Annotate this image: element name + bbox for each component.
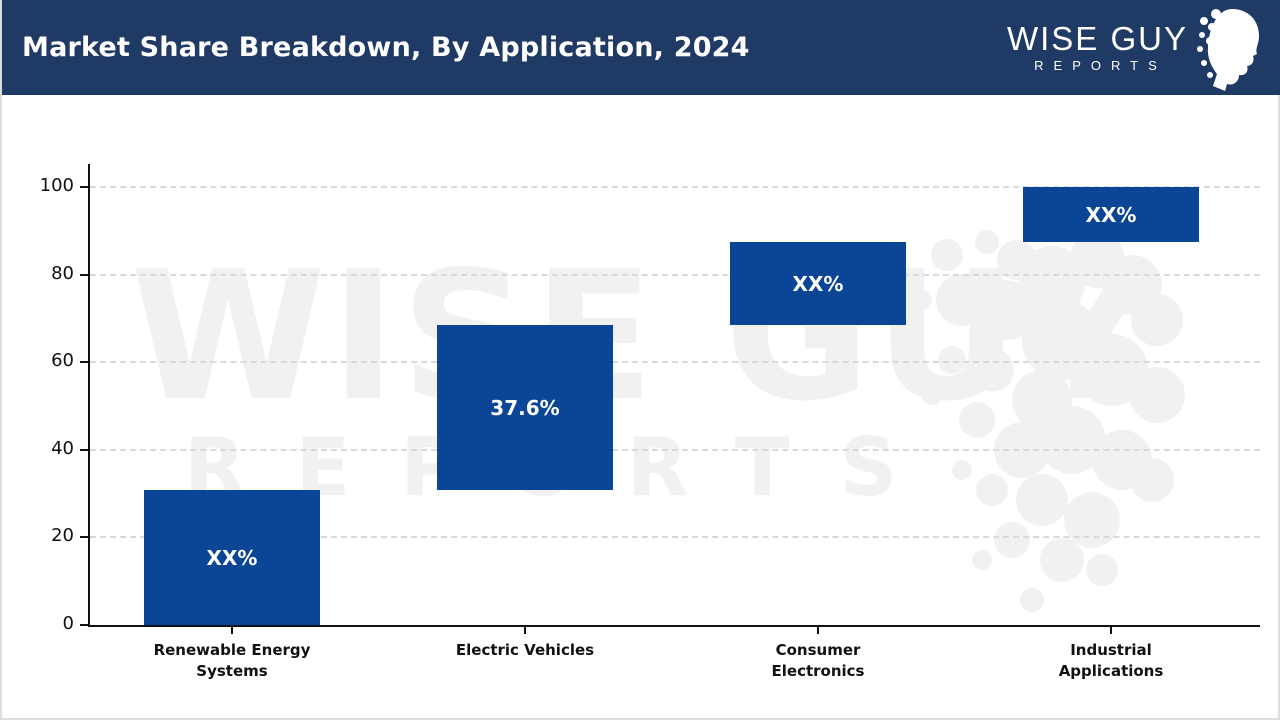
y-axis-line [88,164,90,627]
y-tick-label-60: 60 [51,350,74,372]
bar-value-label-2: 37.6% [490,395,560,420]
brand-head-icon [1197,8,1259,91]
chart-title: Market Share Breakdown, By Application, … [22,32,750,63]
bar-3: XX% [730,242,906,326]
y-tick-40 [80,448,88,451]
gridline-60 [90,361,1260,364]
y-tick-label-20: 20 [51,525,74,547]
y-tick-60 [80,361,88,364]
x-tick-1 [231,627,233,634]
bar-value-label-1: XX% [206,545,258,570]
category-label-3: Consumer Electronics [771,641,865,680]
y-tick-label-0: 0 [62,613,74,634]
bar-value-label-4: XX% [1085,202,1137,227]
bar-1: XX% [144,490,320,625]
y-tick-label-100: 100 [39,175,74,196]
gridline-100 [90,186,1260,188]
gridline-20 [90,536,1260,539]
y-tick-label-40: 40 [51,437,74,459]
bar-4: XX% [1023,187,1199,243]
gridline-40 [90,448,1260,451]
bar-2: 37.6% [437,325,613,491]
x-tick-4 [1110,627,1112,634]
y-tick-20 [80,536,88,539]
bar-value-label-3: XX% [792,271,844,296]
category-label-4: Industrial Applications [1058,641,1164,680]
y-tick-label-80: 80 [51,262,74,284]
category-label-1: Renewable Energy Systems [153,641,311,680]
gridline-80 [90,273,1260,276]
y-tick-0 [80,624,88,626]
x-axis-line [88,625,1260,627]
x-tick-2 [524,627,526,634]
y-tick-100 [80,186,88,188]
x-tick-3 [817,627,819,634]
brand-name: WISE GUY [1006,19,1188,57]
category-label-2: Electric Vehicles [455,641,595,659]
brand-logo-text: WISE GUY REPORTS [1006,19,1188,74]
brand-logo: WISE GUY REPORTS [1007,5,1264,91]
brand-subtitle: REPORTS [1034,58,1167,74]
header-bar: Market Share Breakdown, By Application, … [2,0,1280,95]
y-tick-80 [80,273,88,276]
